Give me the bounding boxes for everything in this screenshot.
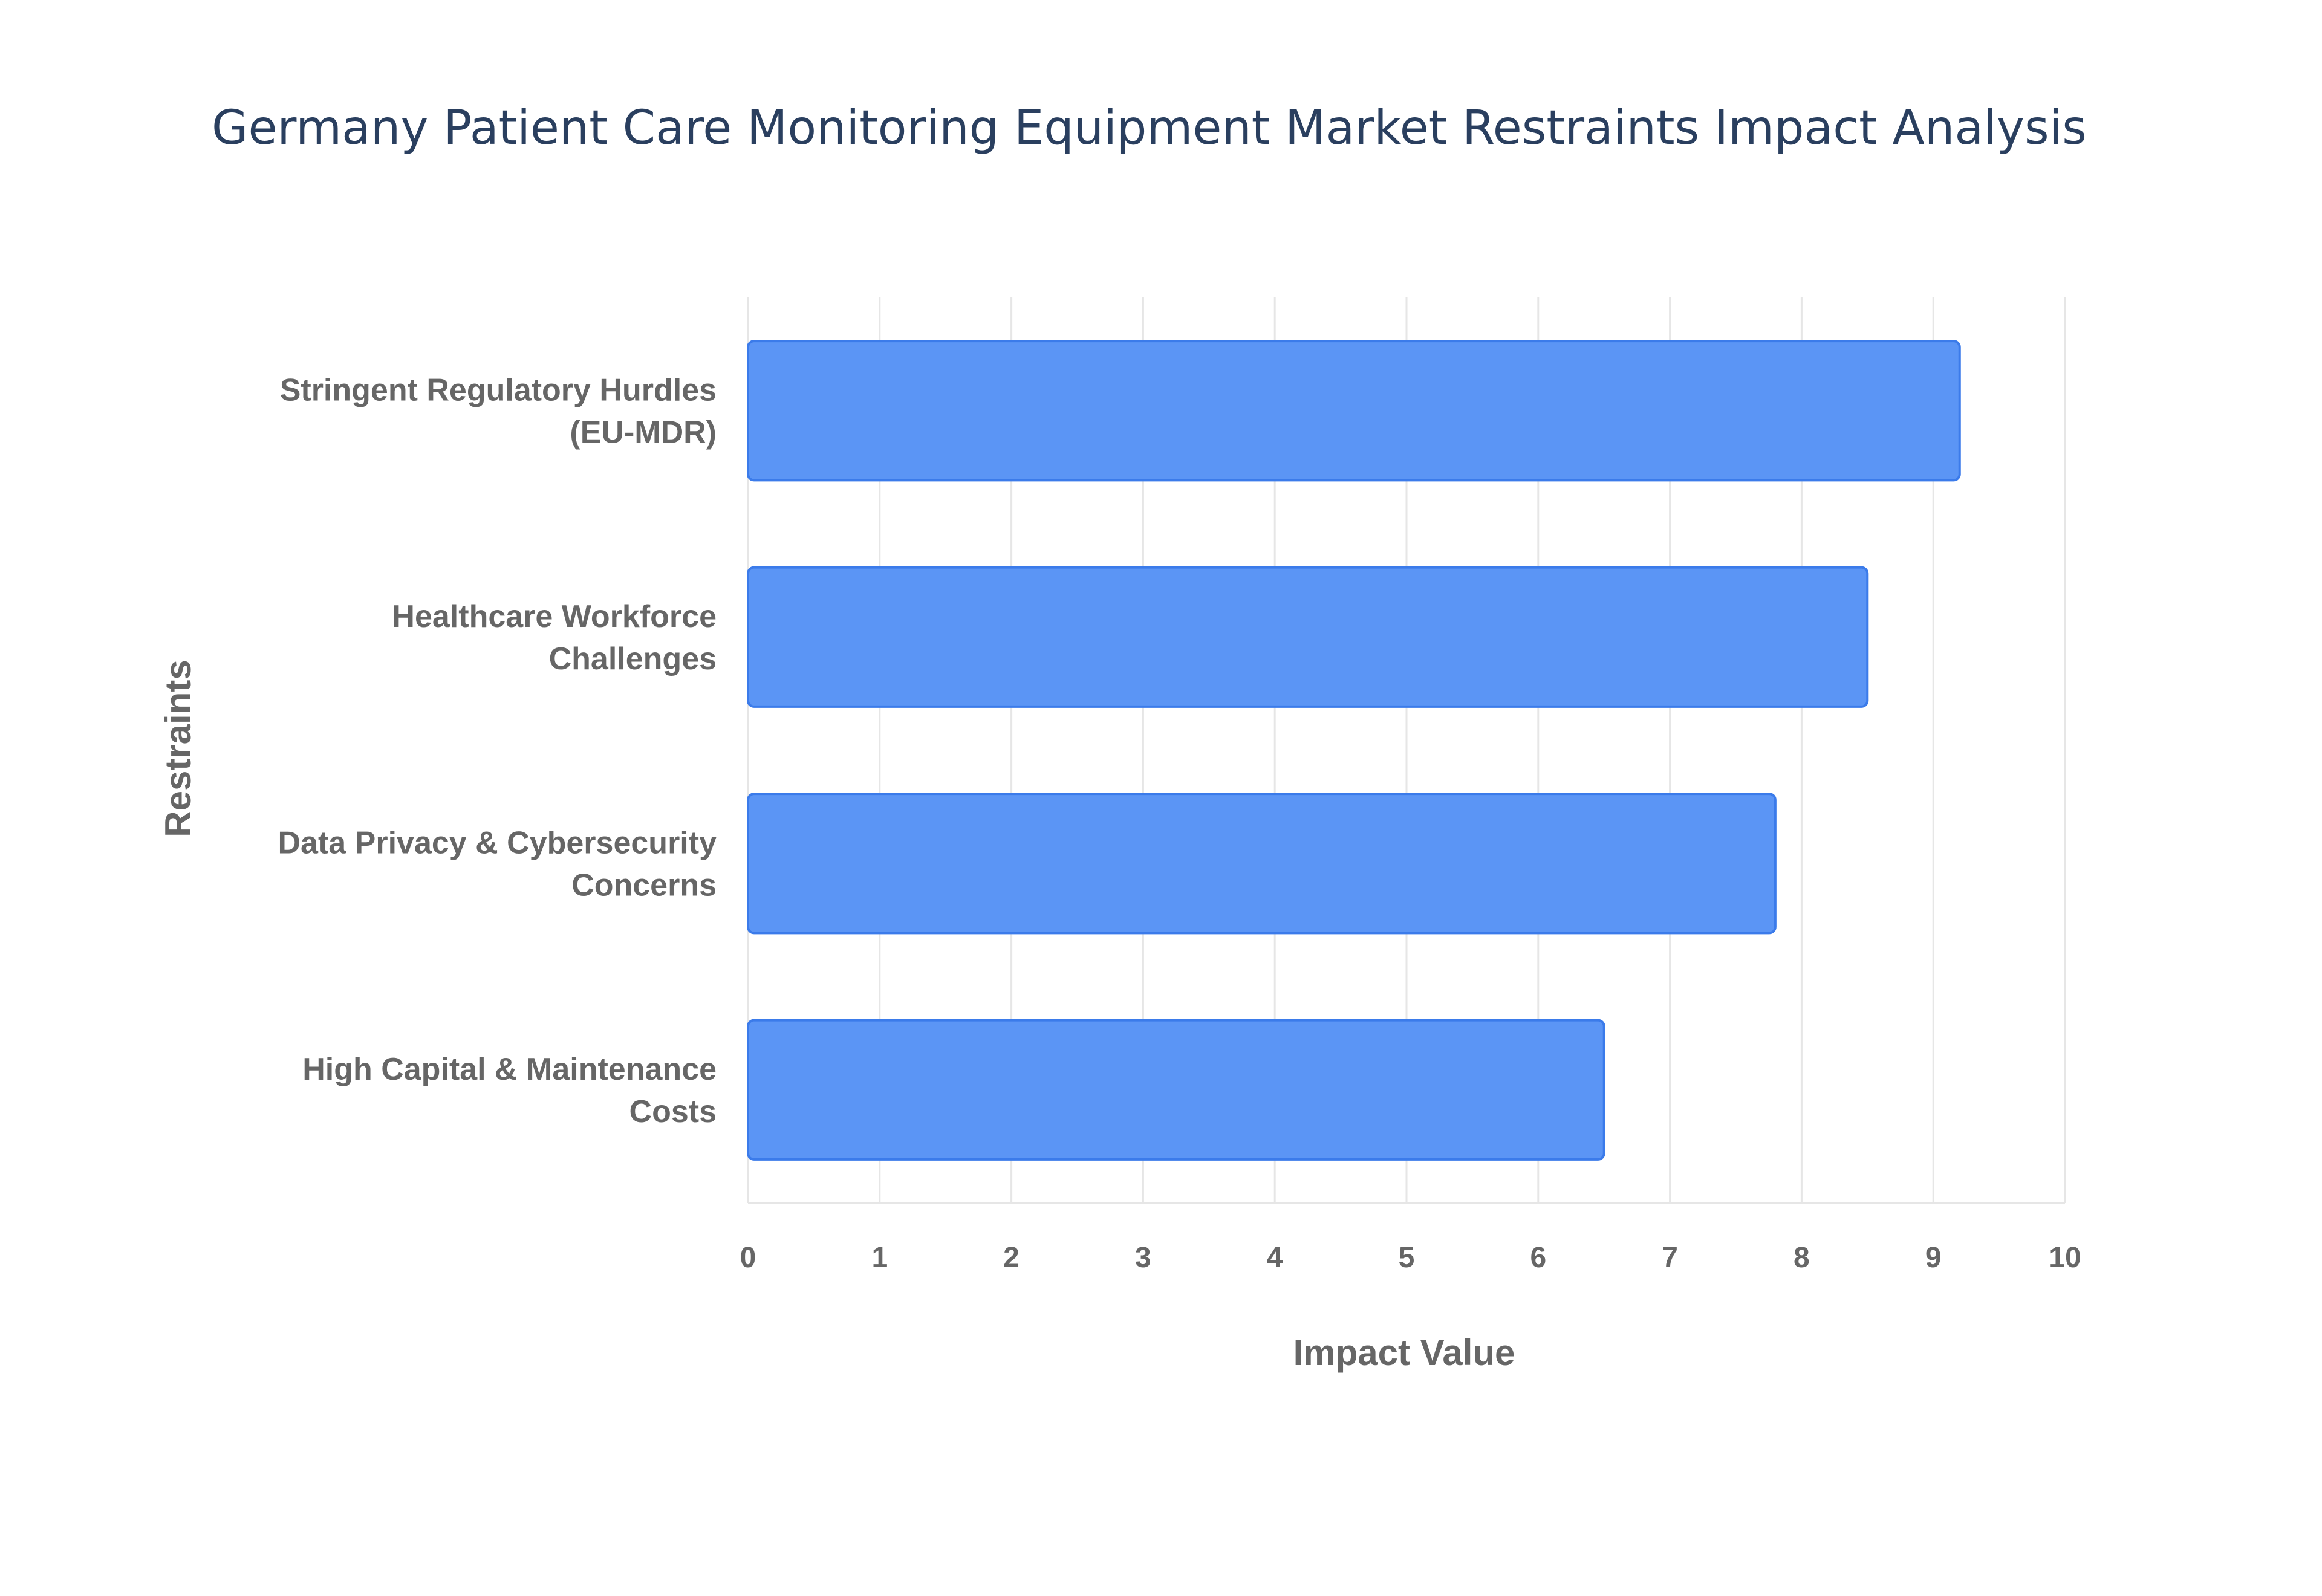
x-tick-label: 3 [1135,1242,1151,1274]
y-category-label-line: Stringent Regulatory Hurdles [280,372,717,407]
x-axis-ticks: 0 1 2 3 4 5 6 7 8 9 10 [740,1242,2081,1274]
y-category-label-line: Healthcare Workforce [392,599,717,634]
x-axis-title: Impact Value [1293,1332,1515,1373]
x-tick-label: 2 [1003,1242,1020,1274]
y-axis-title: Restraints [158,660,198,837]
y-category-label: Data Privacy & Cybersecurity Concerns [278,825,717,903]
y-category-label-line: Concerns [571,868,717,903]
x-tick-label: 4 [1267,1242,1283,1274]
x-tick-label: 10 [2049,1242,2081,1274]
y-category-label-line: (EU-MDR) [570,415,717,450]
bar [747,340,1961,482]
x-tick-label: 1 [871,1242,888,1274]
y-axis-category-labels: Stringent Regulatory Hurdles (EU-MDR) Heal… [278,372,717,1129]
x-tick-label: 5 [1399,1242,1415,1274]
bar [747,566,1869,708]
bar [747,1019,1605,1161]
x-tick-label: 8 [1794,1242,1810,1274]
x-tick-label: 6 [1530,1242,1546,1274]
x-tick-label: 0 [740,1242,756,1274]
y-category-label-line: Costs [629,1094,717,1129]
bar [747,793,1777,935]
x-tick-label: 7 [1662,1242,1678,1274]
y-category-label-line: Data Privacy & Cybersecurity [278,825,717,860]
chart-title: Germany Patient Care Monitoring Equipmen… [212,101,2087,155]
y-category-label: High Capital & Maintenance Costs [302,1052,717,1129]
y-category-label: Stringent Regulatory Hurdles (EU-MDR) [280,372,717,450]
x-tick-label: 9 [1925,1242,1942,1274]
y-category-label-line: Challenges [549,641,717,676]
y-category-label: Healthcare Workforce Challenges [392,599,717,676]
y-category-label-line: High Capital & Maintenance [302,1052,717,1087]
bars [747,340,1961,1161]
